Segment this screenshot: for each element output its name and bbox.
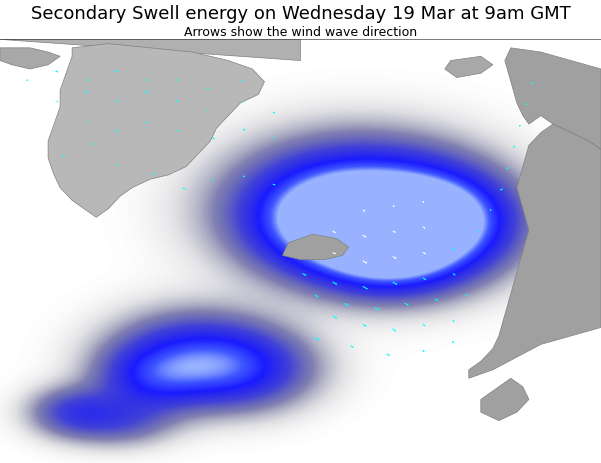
- Polygon shape: [282, 234, 349, 260]
- Polygon shape: [469, 124, 601, 378]
- Polygon shape: [0, 48, 60, 69]
- Text: Arrows show the wind wave direction: Arrows show the wind wave direction: [184, 26, 417, 39]
- Polygon shape: [445, 56, 493, 77]
- Polygon shape: [48, 44, 264, 217]
- Polygon shape: [505, 48, 601, 150]
- Polygon shape: [481, 378, 529, 420]
- Text: Secondary Swell energy on Wednesday 19 Mar at 9am GMT: Secondary Swell energy on Wednesday 19 M…: [31, 5, 570, 23]
- Polygon shape: [0, 39, 300, 61]
